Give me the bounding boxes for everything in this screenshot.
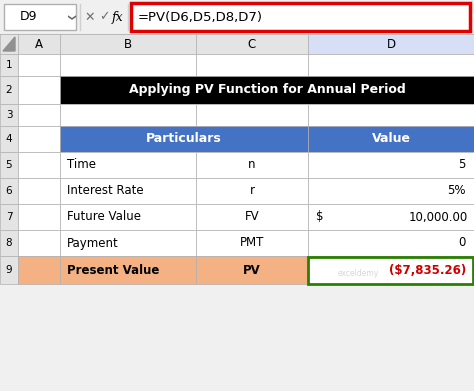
Bar [196,178,308,204]
Bar [196,34,308,54]
Bar [18,204,60,230]
Text: Interest Rate: Interest Rate [67,185,144,197]
Bar [0,230,18,256]
Text: Payment: Payment [67,237,119,249]
Bar [308,126,474,152]
Bar [60,204,196,230]
Bar [0,76,18,104]
Bar [0,54,18,76]
Bar [196,104,308,126]
Bar [18,54,60,76]
Text: exceldemy: exceldemy [337,269,379,278]
Text: 0: 0 [459,237,466,249]
Text: FV: FV [245,210,259,224]
Bar [60,256,196,284]
Text: Present Value: Present Value [67,264,159,276]
Bar [18,230,60,256]
Text: Applying PV Function for Annual Period: Applying PV Function for Annual Period [128,84,405,97]
Text: B: B [124,38,132,50]
Bar [18,76,60,104]
Bar [308,178,474,204]
Polygon shape [3,37,15,51]
Bar [4,4,76,30]
Bar [60,34,196,54]
Bar [60,76,474,104]
Text: 2: 2 [6,85,12,95]
Bar [308,256,474,284]
Bar [0,34,18,54]
Bar [60,54,196,76]
Bar [0,178,18,204]
Bar [18,126,60,152]
Text: 4: 4 [6,134,12,144]
Bar [18,34,60,54]
Bar [308,152,474,178]
Bar [0,204,18,230]
Text: Value: Value [372,133,410,145]
Text: D9: D9 [20,11,37,23]
Bar [131,3,470,31]
Bar [0,126,18,152]
Text: PMT: PMT [240,237,264,249]
Bar [0,256,18,284]
Text: ❯: ❯ [65,14,74,22]
Text: D: D [386,38,396,50]
Bar [18,152,60,178]
Bar [60,126,308,152]
Bar [196,256,308,284]
Bar [308,230,474,256]
Bar [0,104,18,126]
Bar [60,152,196,178]
Text: C: C [248,38,256,50]
Text: PV: PV [243,264,261,276]
Text: Time: Time [67,158,96,172]
Bar [308,54,474,76]
Bar [18,256,60,284]
Text: n: n [248,158,256,172]
Bar [196,204,308,230]
Text: $: $ [316,210,323,224]
Bar [18,178,60,204]
Bar [309,256,474,283]
Bar [196,230,308,256]
Text: r: r [249,185,255,197]
Text: 6: 6 [6,186,12,196]
Text: A: A [35,38,43,50]
Bar [0,0,474,34]
Text: ✕: ✕ [85,11,95,23]
Bar [60,230,196,256]
Text: 5: 5 [459,158,466,172]
Bar [308,104,474,126]
Bar [60,178,196,204]
Text: 5%: 5% [447,185,466,197]
Text: Particulars: Particulars [146,133,222,145]
Bar [196,152,308,178]
Text: 7: 7 [6,212,12,222]
Bar [308,34,474,54]
Text: 1: 1 [6,60,12,70]
Text: 9: 9 [6,265,12,275]
Text: fx: fx [112,11,124,23]
Text: 3: 3 [6,110,12,120]
Text: 8: 8 [6,238,12,248]
Bar [18,104,60,126]
Text: 10,000.00: 10,000.00 [409,210,468,224]
Bar [196,54,308,76]
Text: ✓: ✓ [99,11,109,23]
Text: Future Value: Future Value [67,210,141,224]
Bar [60,104,196,126]
Text: =PV(D6,D5,D8,D7): =PV(D6,D5,D8,D7) [138,11,263,23]
Bar [0,152,18,178]
Text: ($7,835.26): ($7,835.26) [389,264,466,276]
Text: 5: 5 [6,160,12,170]
Bar [308,204,474,230]
